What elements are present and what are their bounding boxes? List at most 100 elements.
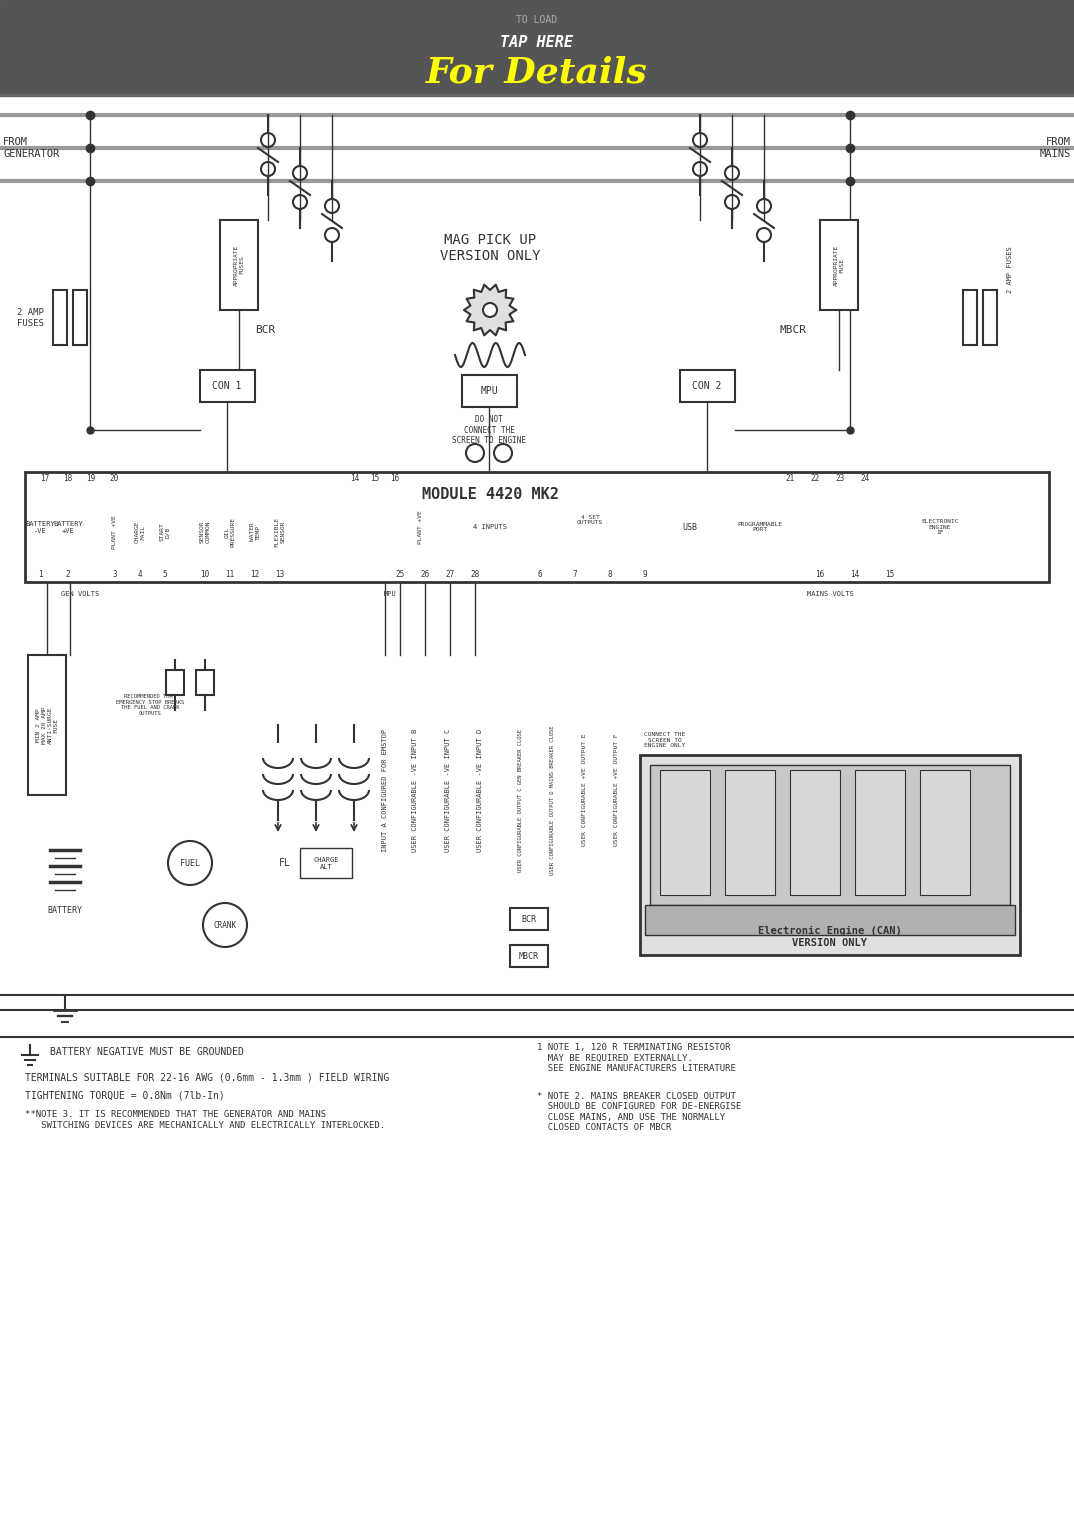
Bar — [983, 290, 997, 345]
Bar — [650, 765, 1010, 905]
Text: BATTERY
-VE: BATTERY -VE — [25, 520, 55, 534]
Bar — [300, 848, 352, 877]
Text: APPROPRIATE
FUSE: APPROPRIATE FUSE — [833, 244, 844, 285]
Bar — [28, 655, 66, 795]
Text: 2 AMP FUSES: 2 AMP FUSES — [1007, 247, 1013, 293]
Text: 8: 8 — [608, 569, 612, 578]
Text: 23: 23 — [836, 473, 844, 482]
Text: USER CONFIGURABLE +VE OUTPUT F: USER CONFIGURABLE +VE OUTPUT F — [613, 734, 619, 847]
Text: FLEXIBLE
SENSOR: FLEXIBLE SENSOR — [275, 517, 286, 546]
Bar — [73, 290, 87, 345]
Text: BCR: BCR — [255, 325, 275, 336]
Text: 15: 15 — [371, 473, 379, 482]
Text: 21: 21 — [785, 473, 795, 482]
Text: DO NOT
CONNECT THE
SCREEN TO ENGINE: DO NOT CONNECT THE SCREEN TO ENGINE — [452, 415, 526, 446]
Text: 1 NOTE 1, 120 R TERMINATING RESISTOR
  MAY BE REQUIRED EXTERNALLY.
  SEE ENGINE : 1 NOTE 1, 120 R TERMINATING RESISTOR MAY… — [537, 1044, 736, 1073]
Text: Electronic Engine (CAN)
VERSION ONLY: Electronic Engine (CAN) VERSION ONLY — [758, 926, 902, 948]
Text: BATTERY: BATTERY — [47, 905, 83, 914]
Text: FROM
GENERATOR: FROM GENERATOR — [3, 137, 59, 159]
Text: RECOMMENDED THAT
EMERGENCY STOP BREAKS
THE FUEL AND CRANK
OUTPUTS: RECOMMENDED THAT EMERGENCY STOP BREAKS T… — [116, 694, 184, 716]
Text: USER CONFIGURABLE OUTPUT D MAINS BREAKER CLOSE: USER CONFIGURABLE OUTPUT D MAINS BREAKER… — [550, 725, 554, 874]
Text: SENSOR
COMMON: SENSOR COMMON — [200, 520, 211, 543]
Text: PROGRAMMABLE
PORT: PROGRAMMABLE PORT — [738, 522, 783, 533]
Text: 4 SET
OUTPUTS: 4 SET OUTPUTS — [577, 514, 604, 525]
Bar — [53, 290, 67, 345]
Text: TERMINALS SUITABLE FOR 22-16 AWG (0.6mm - 1.3mm ) FIELD WIRING: TERMINALS SUITABLE FOR 22-16 AWG (0.6mm … — [25, 1073, 389, 1083]
Text: 19: 19 — [86, 473, 96, 482]
Bar — [790, 771, 840, 896]
Text: OIL
PRESSURE: OIL PRESSURE — [224, 517, 235, 546]
Bar — [920, 771, 970, 896]
Text: MIN 2 AMP
MAX 20 AMP
ANTI-SURGE
FUSE: MIN 2 AMP MAX 20 AMP ANTI-SURGE FUSE — [35, 707, 58, 743]
Bar — [725, 771, 775, 896]
Bar — [640, 755, 1020, 955]
Text: CHARGE
ALT: CHARGE ALT — [314, 856, 338, 870]
Text: FL: FL — [279, 858, 291, 868]
Bar — [0, 0, 1074, 95]
Bar — [220, 220, 258, 310]
Text: MBCR: MBCR — [519, 952, 539, 960]
Text: 4: 4 — [137, 569, 143, 578]
Text: 16: 16 — [390, 473, 400, 482]
Text: USER CONFIGURABLE -VE INPUT C: USER CONFIGURABLE -VE INPUT C — [445, 728, 451, 852]
Text: BATTERY
+VE: BATTERY +VE — [53, 520, 83, 534]
Text: USER CONFIGURABLE OUTPUT C GEN BREAKER CLOSE: USER CONFIGURABLE OUTPUT C GEN BREAKER C… — [518, 728, 522, 871]
Text: 24: 24 — [860, 473, 870, 482]
Text: MAINS VOLTS: MAINS VOLTS — [807, 591, 854, 597]
Text: 10: 10 — [201, 569, 209, 578]
Text: MPU: MPU — [480, 386, 498, 397]
Text: 26: 26 — [420, 569, 430, 578]
Text: For Details: For Details — [426, 55, 648, 89]
Bar — [510, 908, 548, 929]
Text: WATER
TEMP: WATER TEMP — [249, 522, 260, 542]
Bar — [510, 945, 548, 967]
Text: TAP HERE: TAP HERE — [500, 35, 574, 49]
Text: USB: USB — [682, 522, 697, 531]
Text: BCR: BCR — [522, 914, 537, 923]
Text: 11: 11 — [226, 569, 234, 578]
Text: BATTERY NEGATIVE MUST BE GROUNDED: BATTERY NEGATIVE MUST BE GROUNDED — [50, 1047, 244, 1058]
Text: APPROPRIATE
FUSES: APPROPRIATE FUSES — [234, 244, 245, 285]
Text: PLANT +VE: PLANT +VE — [113, 516, 117, 549]
Text: GEN VOLTS: GEN VOLTS — [61, 591, 99, 597]
Text: FROM
MAINS: FROM MAINS — [1040, 137, 1071, 159]
Text: 5: 5 — [162, 569, 168, 578]
Text: 28: 28 — [470, 569, 480, 578]
Text: 18: 18 — [63, 473, 73, 482]
Circle shape — [466, 444, 484, 462]
Circle shape — [168, 841, 212, 885]
Bar — [821, 220, 858, 310]
Circle shape — [203, 903, 247, 948]
Text: START
D/B: START D/B — [160, 522, 171, 542]
Text: 3: 3 — [113, 569, 117, 578]
Bar — [963, 290, 977, 345]
Text: FUEL: FUEL — [180, 859, 200, 867]
Text: MAG PICK UP
VERSION ONLY: MAG PICK UP VERSION ONLY — [439, 233, 540, 262]
Text: CON 2: CON 2 — [693, 382, 722, 391]
Bar — [166, 670, 184, 694]
Text: 9: 9 — [642, 569, 648, 578]
Bar — [462, 375, 517, 407]
Text: 14: 14 — [851, 569, 859, 578]
Text: CON 1: CON 1 — [213, 382, 242, 391]
Text: PLANT +VE: PLANT +VE — [418, 510, 422, 543]
Text: 22: 22 — [811, 473, 819, 482]
Text: 12: 12 — [250, 569, 260, 578]
Text: CHARGE
FAIL: CHARGE FAIL — [134, 520, 145, 543]
Text: CRANK: CRANK — [214, 920, 236, 929]
Text: 2: 2 — [66, 569, 70, 578]
Text: USER CONFIGURABLE -VE INPUT D: USER CONFIGURABLE -VE INPUT D — [477, 728, 483, 852]
Text: 14: 14 — [350, 473, 360, 482]
Text: 27: 27 — [446, 569, 454, 578]
Text: 25: 25 — [395, 569, 405, 578]
Text: **NOTE 3. IT IS RECOMMENDED THAT THE GENERATOR AND MAINS
   SWITCHING DEVICES AR: **NOTE 3. IT IS RECOMMENDED THAT THE GEN… — [25, 1111, 386, 1129]
Text: 20: 20 — [110, 473, 118, 482]
Text: TIGHTENING TORQUE = 0.8Nm (7lb-In): TIGHTENING TORQUE = 0.8Nm (7lb-In) — [25, 1090, 224, 1100]
Text: MBCR: MBCR — [780, 325, 807, 336]
Circle shape — [494, 444, 512, 462]
Bar — [661, 771, 710, 896]
Text: * NOTE 2. MAINS BREAKER CLOSED OUTPUT
  SHOULD BE CONFIGURED FOR DE-ENERGISE
  C: * NOTE 2. MAINS BREAKER CLOSED OUTPUT SH… — [537, 1093, 741, 1132]
Bar — [200, 369, 255, 401]
Text: 7: 7 — [572, 569, 578, 578]
Text: 1: 1 — [38, 569, 42, 578]
